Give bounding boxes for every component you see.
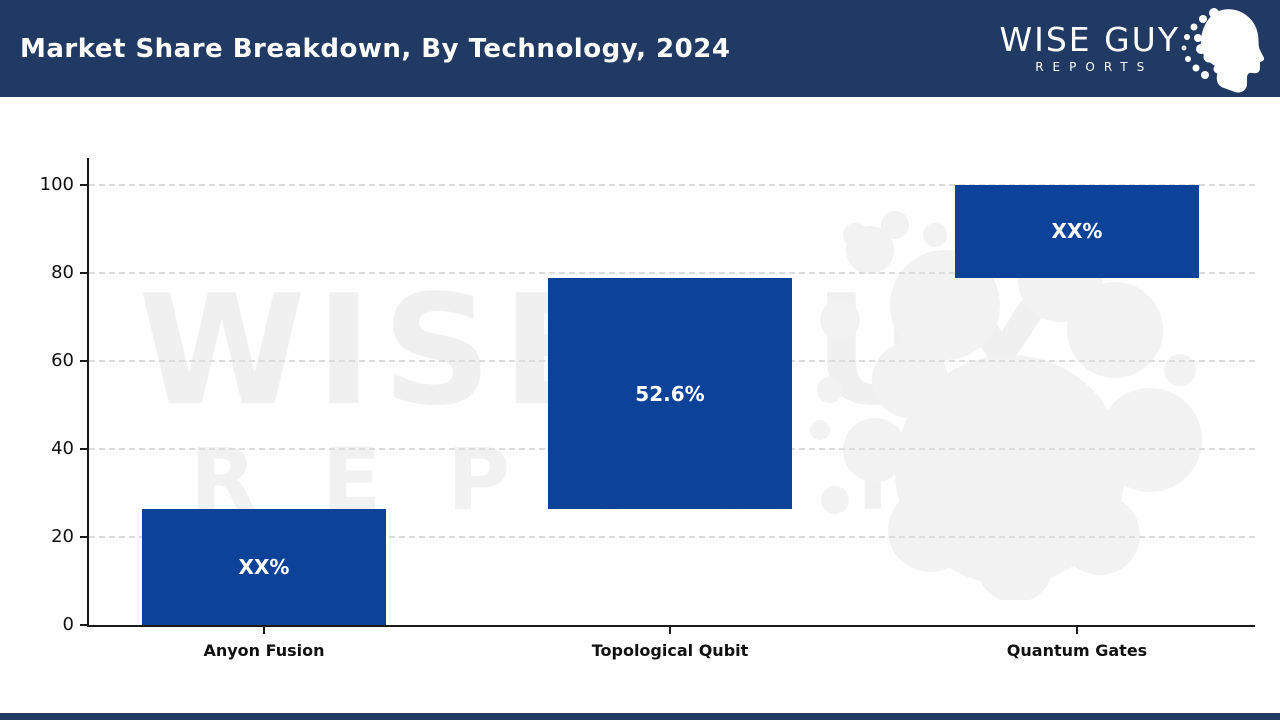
bar-segment: XX% [955,185,1199,278]
x-tick-mark [263,627,265,634]
x-category-label: Anyon Fusion [203,641,325,660]
x-axis-line [87,625,1255,627]
y-gridline [89,184,1255,186]
logo-wordmark: WISE GUY [999,20,1180,59]
x-tick-mark [1076,627,1078,634]
bar-segment: XX% [142,509,386,625]
y-tick-label: 40 [51,438,74,459]
logo-text: WISE GUY REPORTS [999,23,1180,74]
y-tick-label: 80 [51,262,74,283]
y-tick-label: 100 [39,174,74,195]
bar-value-label: 52.6% [635,381,705,406]
chart-title: Market Share Breakdown, By Technology, 2… [20,33,731,64]
x-category-label: Topological Qubit [591,641,749,660]
y-gridline [89,536,1255,538]
x-tick-mark [669,627,671,634]
y-tick-mark [80,536,87,538]
wise-guy-reports-logo: WISE GUY REPORTS [999,5,1280,93]
y-tick-label: 60 [51,350,74,371]
y-gridline [89,272,1255,274]
bar-value-label: XX% [238,555,290,580]
logo-subtitle: REPORTS [1035,60,1154,74]
y-tick-mark [80,360,87,362]
footer-bar [0,713,1280,720]
bar-value-label: XX% [1051,219,1103,244]
x-category-label: Quantum Gates [1006,641,1148,660]
y-tick-label: 20 [51,526,74,547]
y-tick-mark [80,448,87,450]
dotted-face-icon [1181,7,1265,93]
y-tick-mark [80,272,87,274]
y-tick-label: 0 [62,614,74,635]
header-bar: Market Share Breakdown, By Technology, 2… [0,0,1280,97]
bar-segment: 52.6% [548,277,792,510]
y-tick-mark [80,184,87,186]
y-axis-line [87,158,89,627]
y-tick-mark [80,624,87,626]
